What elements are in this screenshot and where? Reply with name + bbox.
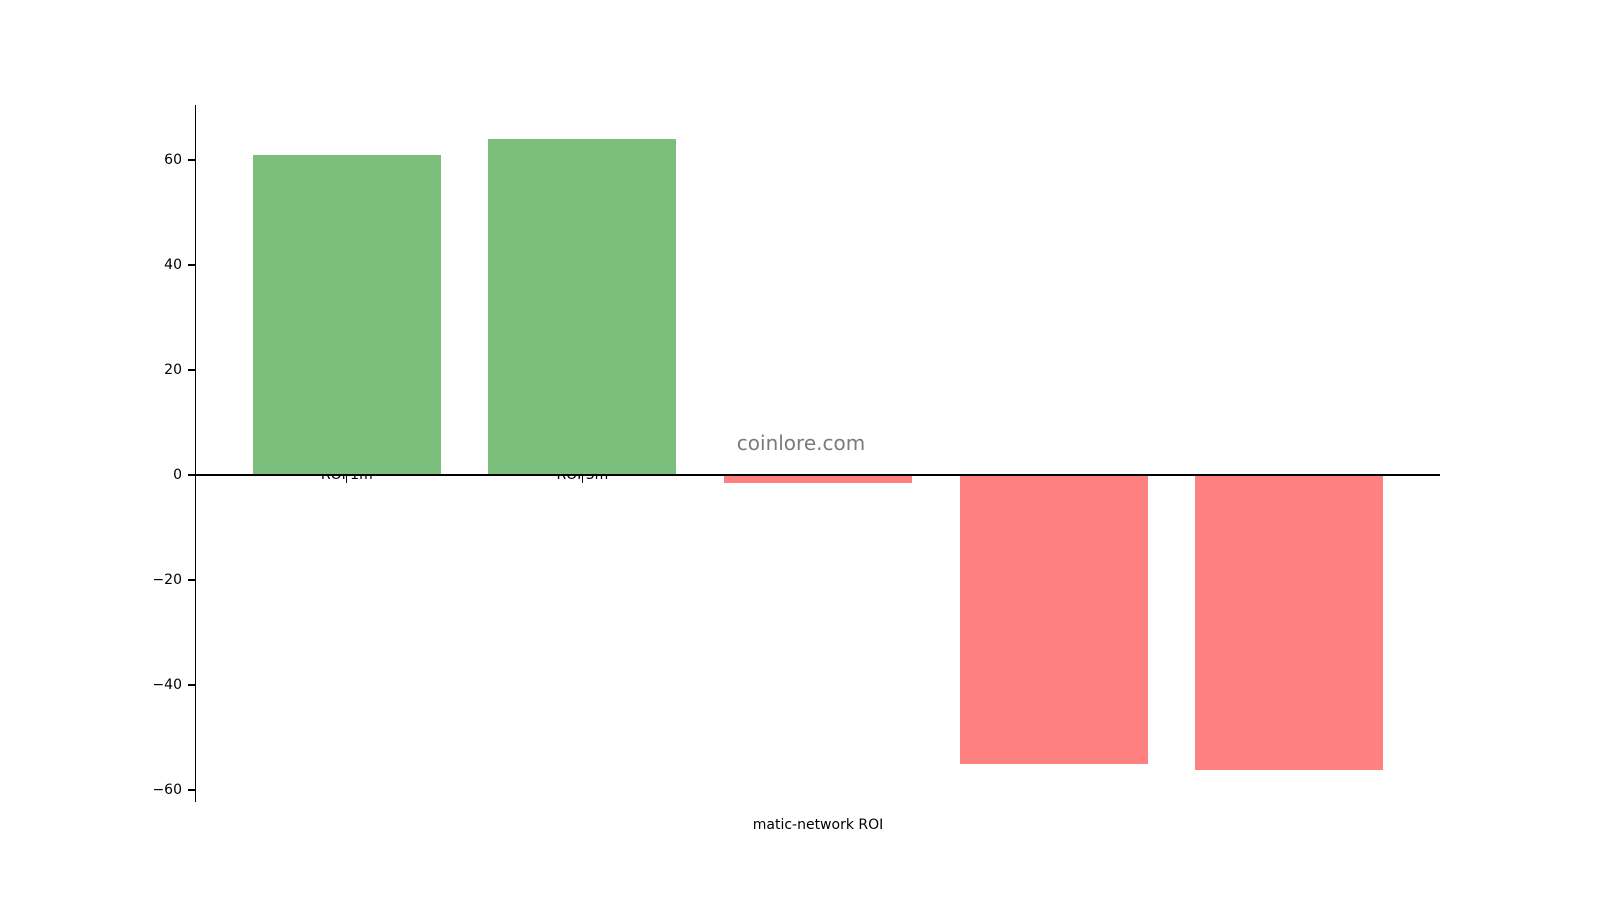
y-tick-label: 20 [164, 362, 182, 378]
x-tick-mark [581, 475, 584, 483]
x-axis-title: matic-network ROI [752, 817, 884, 833]
y-tick-mark [188, 579, 196, 581]
y-tick-mark [188, 684, 196, 686]
x-tick-mark [346, 475, 348, 483]
bar-unlabeled-3 [723, 475, 912, 484]
y-tick-label: −20 [152, 572, 182, 588]
y-tick-label: −60 [152, 782, 182, 798]
y-axis-line [194, 105, 196, 802]
y-tick-mark [188, 159, 196, 161]
bar-unlabeled-4 [959, 475, 1148, 765]
y-tick-mark [188, 264, 196, 266]
y-tick-label: 60 [164, 152, 182, 168]
y-tick-label: 0 [173, 467, 182, 483]
y-tick-mark [188, 474, 196, 476]
y-tick-mark [188, 789, 196, 791]
watermark-text: coinlore.com [736, 431, 866, 455]
bar-roi-3m [488, 139, 677, 475]
bar-unlabeled-5 [1195, 475, 1384, 770]
x-axis-zero-line [196, 474, 1440, 476]
y-tick-label: −40 [152, 677, 182, 693]
y-tick-mark [188, 369, 196, 371]
y-tick-label: 40 [164, 257, 182, 273]
bar-roi-1m [252, 154, 441, 475]
